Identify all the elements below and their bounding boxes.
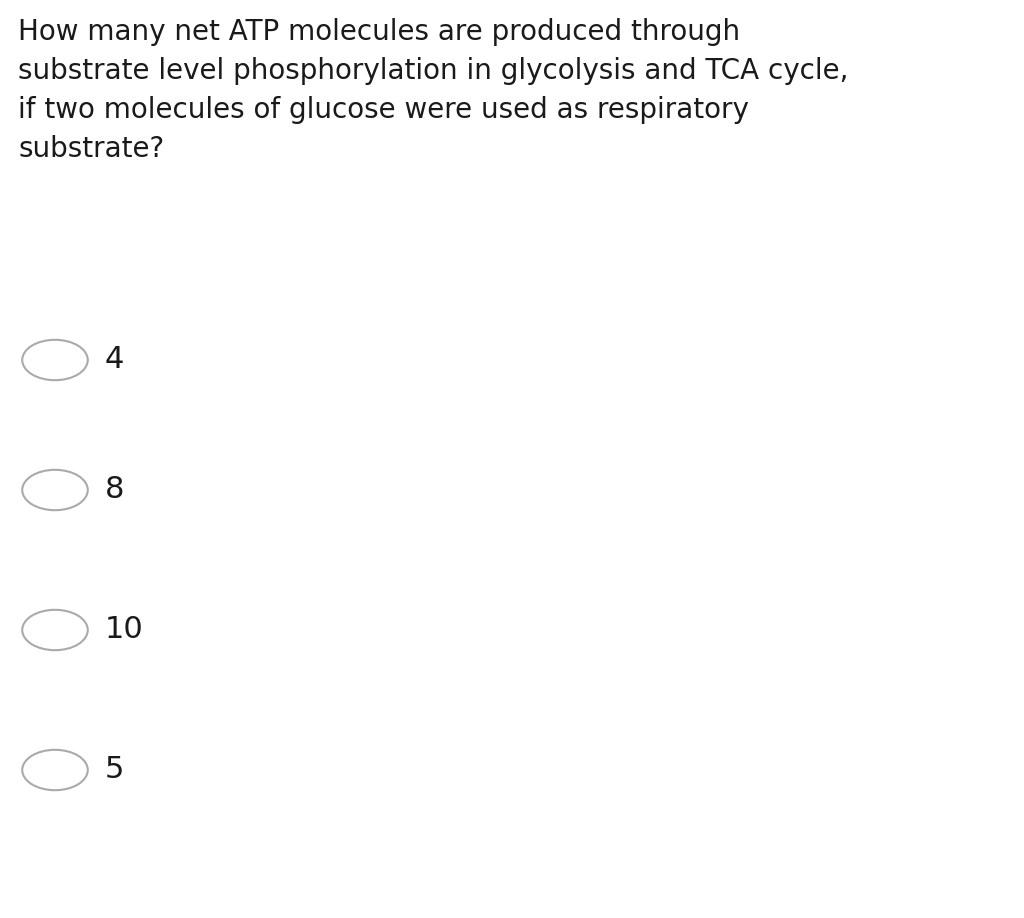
Text: 8: 8: [105, 476, 125, 505]
Text: How many net ATP molecules are produced through
substrate level phosphorylation : How many net ATP molecules are produced …: [18, 18, 849, 163]
Text: 4: 4: [105, 345, 124, 375]
Text: 5: 5: [105, 756, 124, 785]
Text: 10: 10: [105, 615, 143, 644]
